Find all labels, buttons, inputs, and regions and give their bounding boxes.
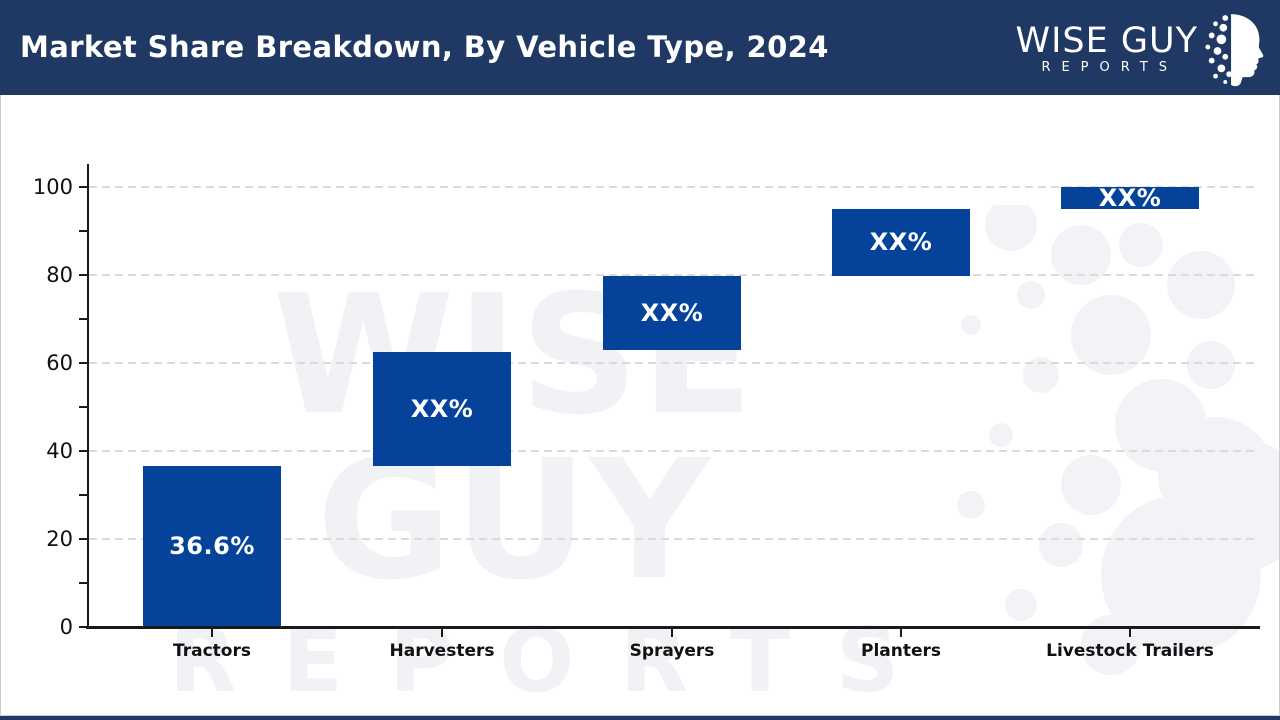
y-tick-mark (79, 626, 87, 628)
watermark-face (923, 205, 1279, 675)
x-tick-mark (1129, 629, 1131, 637)
x-axis-label-tractors: Tractors (173, 641, 251, 661)
y-tick-mark (79, 274, 87, 276)
x-axis-label-sprayers: Sprayers (629, 641, 715, 661)
chart-area: WISE GUY REPORTS 0 20 40 60 80 100 36.6% Tracto… (0, 95, 1280, 716)
y-tick-mark (79, 230, 87, 232)
x-tick-mark (441, 629, 443, 637)
y-tick-label-100: 100 (32, 175, 73, 199)
x-axis-label-planters: Planters (860, 641, 942, 661)
bar-harvesters: XX% (373, 351, 511, 466)
y-tick-mark (79, 362, 87, 364)
y-tick-label-40: 40 (46, 439, 73, 463)
y-tick-mark (79, 406, 87, 408)
bar-value-label: XX% (410, 394, 474, 423)
bar-value-label: 36.6% (169, 532, 255, 561)
x-axis-line (86, 626, 1260, 629)
logo-line1: WISE GUY (1015, 20, 1198, 61)
gridline-80 (89, 274, 1255, 276)
y-tick-mark (79, 582, 87, 584)
bar-value-label: XX% (1098, 184, 1162, 212)
y-tick-label-0: 0 (59, 615, 73, 639)
bar-value-label: XX% (640, 298, 704, 327)
gridline-100 (89, 186, 1255, 188)
header-bar: Market Share Breakdown, By Vehicle Type,… (0, 0, 1280, 95)
logo-line2: REPORTS (1041, 60, 1179, 76)
y-tick-mark (79, 186, 87, 188)
y-tick-label-20: 20 (46, 527, 73, 551)
bar-value-label: XX% (869, 228, 933, 257)
x-tick-mark (900, 629, 902, 637)
gridline-40 (89, 450, 1255, 452)
bar-livestock-trailers: XX% (1061, 184, 1199, 212)
y-tick-mark (79, 318, 87, 320)
y-tick-label-60: 60 (46, 351, 73, 375)
footer-bar (0, 716, 1280, 720)
gridline-20 (89, 538, 1255, 540)
y-tick-label-80: 80 (46, 263, 73, 287)
x-tick-mark (211, 629, 213, 637)
x-axis-label-livestock-trailers: Livestock Trailers (1046, 641, 1214, 661)
logo-face-icon (1205, 14, 1264, 87)
y-axis-line (87, 164, 89, 629)
bar-sprayers: XX% (603, 275, 741, 350)
bar-tractors: 36.6% (143, 465, 281, 627)
chart-title: Market Share Breakdown, By Vehicle Type,… (20, 30, 829, 64)
plot-region: 0 20 40 60 80 100 36.6% Tractors XX% Harvesters XX… (1, 95, 1279, 716)
wiseguy-logo: WISE GUY REPORTS (1015, 9, 1264, 89)
bottom-border-line (0, 715, 1280, 716)
logo-wordmark: WISE GUY REPORTS (1015, 20, 1198, 76)
x-axis-label-harvesters: Harvesters (389, 641, 495, 661)
y-tick-mark (79, 450, 87, 452)
y-tick-mark (79, 538, 87, 540)
bar-planters: XX% (832, 209, 970, 276)
y-tick-mark (79, 494, 87, 496)
x-tick-mark (671, 629, 673, 637)
gridline-60 (89, 362, 1255, 364)
watermark-line2: REPORTS (169, 609, 946, 712)
